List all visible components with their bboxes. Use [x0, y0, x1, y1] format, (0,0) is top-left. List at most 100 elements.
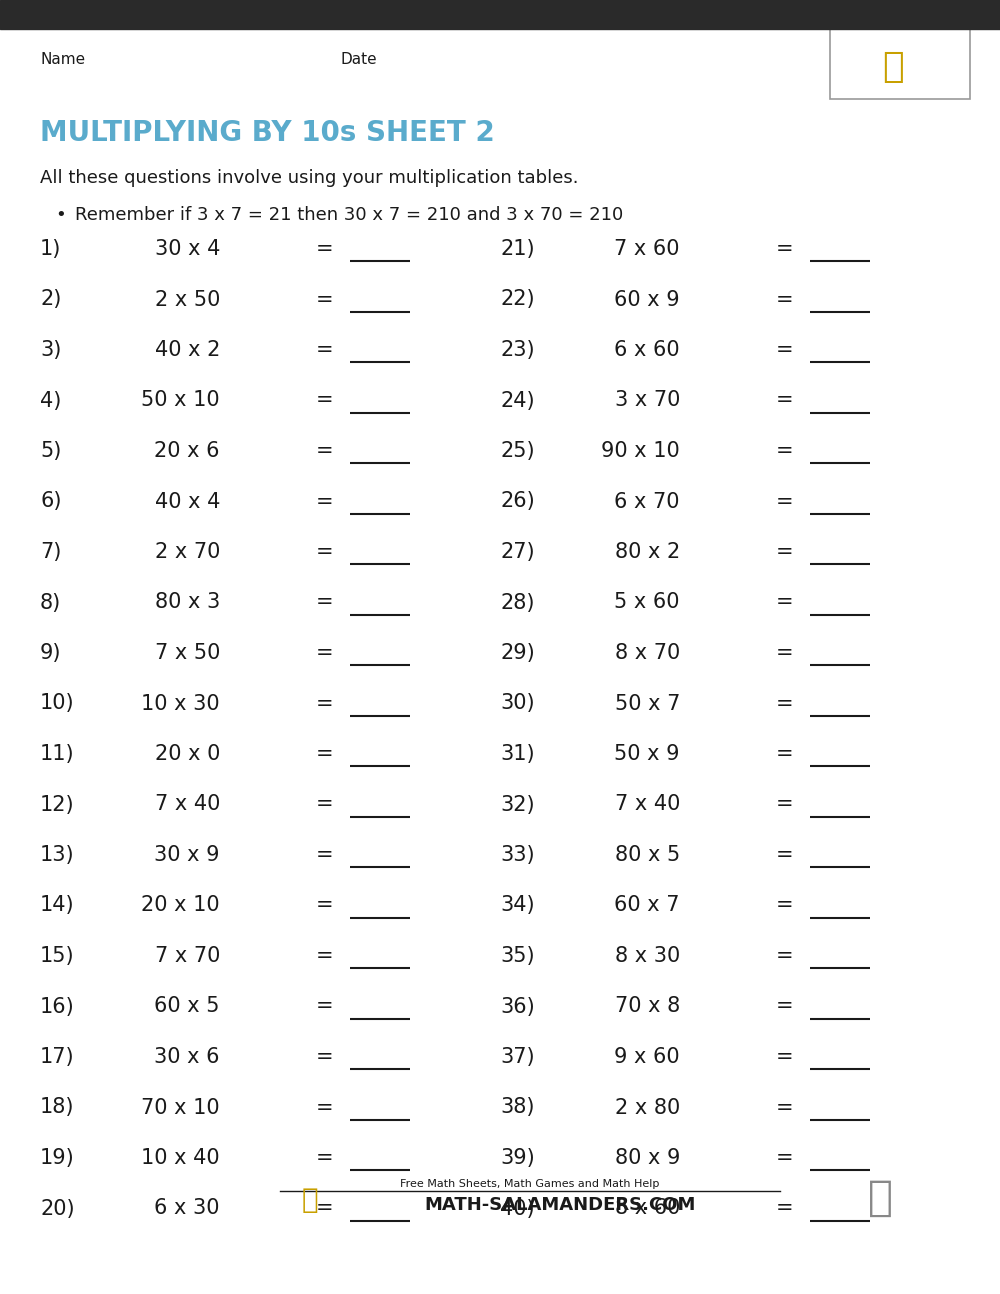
Text: 8 x 30: 8 x 30 [615, 946, 680, 967]
Text: 50 x 9: 50 x 9 [614, 744, 680, 763]
Text: 2 x 50: 2 x 50 [155, 290, 220, 309]
Text: =: = [776, 744, 794, 763]
Text: 31): 31) [500, 744, 535, 763]
Text: =: = [776, 290, 794, 309]
Text: 39): 39) [500, 1148, 535, 1168]
Text: 5): 5) [40, 441, 61, 461]
Text: =: = [776, 946, 794, 967]
Text: 40 x 4: 40 x 4 [155, 492, 220, 511]
Text: 24): 24) [500, 391, 535, 410]
Text: =: = [316, 441, 334, 461]
Text: =: = [316, 795, 334, 814]
Text: 70 x 10: 70 x 10 [141, 1097, 220, 1118]
Text: 20 x 0: 20 x 0 [155, 744, 220, 763]
Text: 30): 30) [500, 694, 535, 713]
Text: 14): 14) [40, 895, 75, 915]
Text: 🦎: 🦎 [868, 1178, 893, 1219]
Text: 4: 4 [952, 9, 964, 27]
Text: 60 x 7: 60 x 7 [614, 895, 680, 915]
Text: =: = [316, 1148, 334, 1168]
Text: Date: Date [340, 52, 377, 66]
Text: 18): 18) [40, 1097, 74, 1118]
Text: 7): 7) [40, 542, 61, 562]
Text: 2 x 80: 2 x 80 [615, 1097, 680, 1118]
Text: =: = [316, 1198, 334, 1219]
Text: 38): 38) [500, 1097, 534, 1118]
Text: 10): 10) [40, 694, 75, 713]
Text: 50 x 10: 50 x 10 [141, 391, 220, 410]
Text: 8 x 60: 8 x 60 [615, 1198, 680, 1219]
Text: MULTIPLYING BY 10s SHEET 2: MULTIPLYING BY 10s SHEET 2 [40, 119, 495, 148]
Text: 5 x 60: 5 x 60 [614, 593, 680, 612]
Text: 12): 12) [40, 795, 75, 814]
Text: =: = [776, 1047, 794, 1068]
Text: 7 x 70: 7 x 70 [155, 946, 220, 967]
Text: =: = [776, 239, 794, 259]
Text: 60 x 9: 60 x 9 [614, 290, 680, 309]
Text: =: = [776, 1198, 794, 1219]
Text: 7 x 60: 7 x 60 [614, 239, 680, 259]
Text: Name: Name [40, 52, 85, 66]
Text: =: = [316, 1097, 334, 1118]
Text: 20): 20) [40, 1198, 75, 1219]
Text: 7 x 40: 7 x 40 [615, 795, 680, 814]
Text: 80 x 5: 80 x 5 [615, 845, 680, 864]
Text: 40 x 2: 40 x 2 [155, 340, 220, 360]
Bar [0, 0, 1000, 28]
Text: =: = [776, 340, 794, 360]
Text: 32): 32) [500, 795, 535, 814]
Text: =: = [776, 895, 794, 915]
Text: 37): 37) [500, 1047, 535, 1068]
Text: 28): 28) [500, 593, 534, 612]
Text: =: = [776, 1148, 794, 1168]
Text: =: = [316, 593, 334, 612]
Text: =: = [316, 946, 334, 967]
Text: Remember if 3 x 7 = 21 then 30 x 7 = 210 and 3 x 70 = 210: Remember if 3 x 7 = 21 then 30 x 7 = 210… [75, 206, 623, 224]
Text: 3 x 70: 3 x 70 [615, 391, 680, 410]
Text: 30 x 6: 30 x 6 [154, 1047, 220, 1068]
Text: 30 x 4: 30 x 4 [155, 239, 220, 259]
Text: 20 x 10: 20 x 10 [141, 895, 220, 915]
Text: =: = [316, 643, 334, 663]
Text: 10 x 40: 10 x 40 [141, 1148, 220, 1168]
Text: =: = [776, 845, 794, 864]
Text: 8): 8) [40, 593, 61, 612]
Text: 7 x 50: 7 x 50 [155, 643, 220, 663]
Text: 20 x 6: 20 x 6 [154, 441, 220, 461]
Text: 30 x 9: 30 x 9 [154, 845, 220, 864]
Text: 6 x 60: 6 x 60 [614, 340, 680, 360]
Text: =: = [316, 239, 334, 259]
Text: 22): 22) [500, 290, 535, 309]
Text: 40): 40) [500, 1198, 535, 1219]
Text: =: = [776, 492, 794, 511]
Text: 25): 25) [500, 441, 535, 461]
Text: 19): 19) [40, 1148, 75, 1168]
Text: 34): 34) [500, 895, 535, 915]
Text: =: = [316, 340, 334, 360]
Text: =: = [776, 391, 794, 410]
Text: 11): 11) [40, 744, 75, 763]
Text: 9 x 60: 9 x 60 [614, 1047, 680, 1068]
Text: 6 x 70: 6 x 70 [614, 492, 680, 511]
Text: 3): 3) [40, 340, 61, 360]
Text: 16): 16) [40, 996, 75, 1017]
Text: 60 x 5: 60 x 5 [154, 996, 220, 1017]
Text: 35): 35) [500, 946, 535, 967]
Text: =: = [316, 391, 334, 410]
Text: =: = [316, 492, 334, 511]
Text: 21): 21) [500, 239, 535, 259]
Text: =: = [776, 542, 794, 562]
Text: =: = [316, 542, 334, 562]
Text: 🦎: 🦎 [302, 1187, 318, 1214]
Text: =: = [776, 593, 794, 612]
Text: 4): 4) [40, 391, 61, 410]
Text: =: = [316, 845, 334, 864]
Text: 17): 17) [40, 1047, 75, 1068]
Text: 🦎: 🦎 [882, 50, 904, 84]
Text: 80 x 2: 80 x 2 [615, 542, 680, 562]
Text: =: = [316, 996, 334, 1017]
Text: 1): 1) [40, 239, 61, 259]
Text: 27): 27) [500, 542, 535, 562]
Text: =: = [316, 744, 334, 763]
Text: 2 x 70: 2 x 70 [155, 542, 220, 562]
